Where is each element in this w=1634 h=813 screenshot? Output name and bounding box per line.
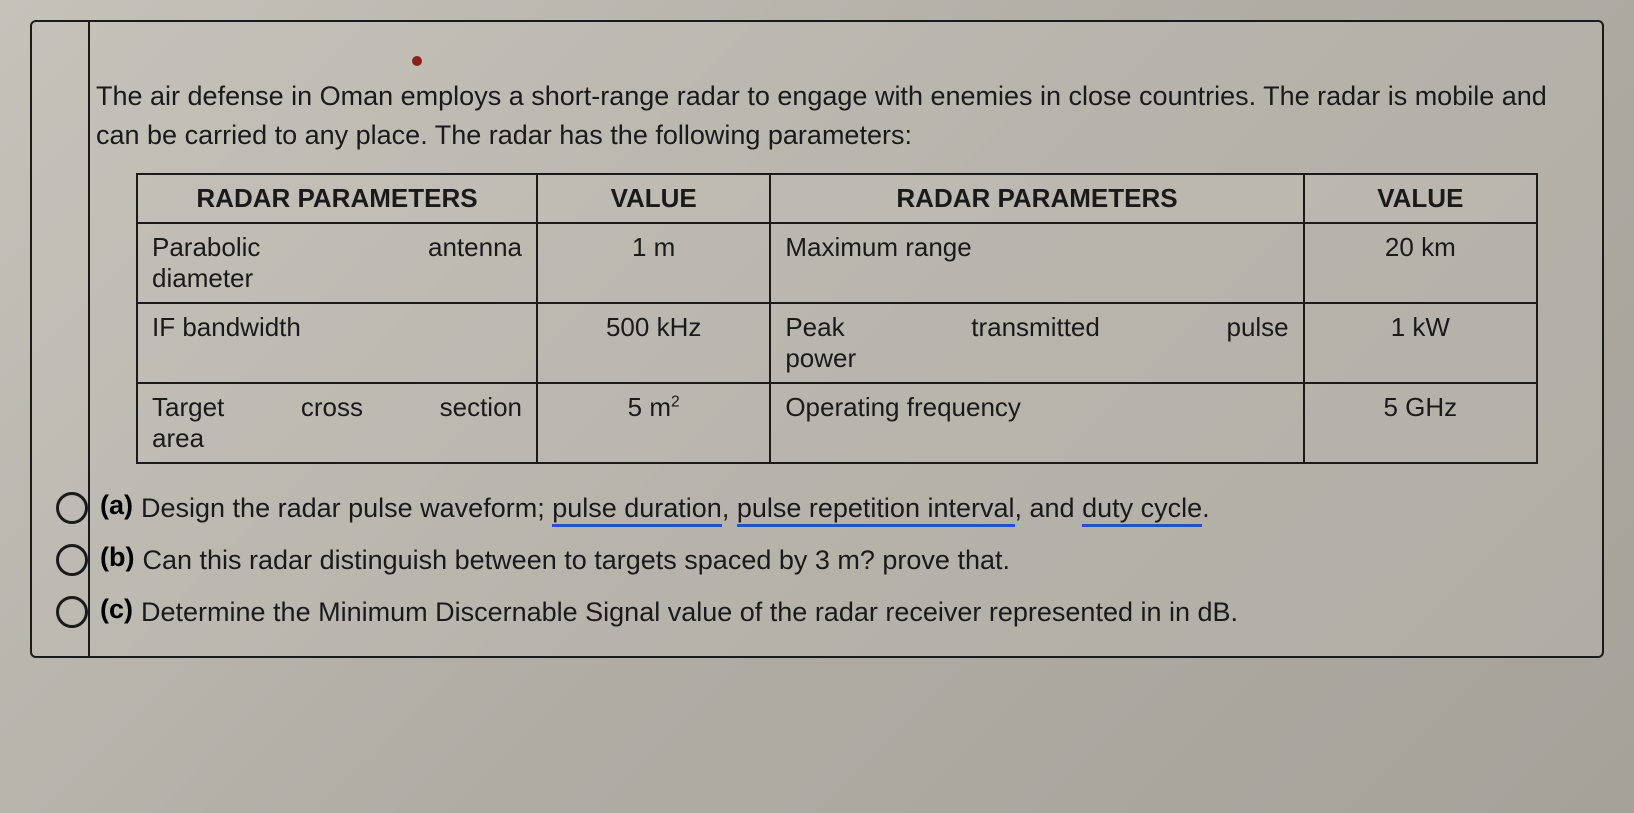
qa-suffix: .: [1202, 493, 1210, 523]
header-value-1: VALUE: [537, 174, 770, 223]
header-value-2: VALUE: [1304, 174, 1537, 223]
cell-param: Target cross section: [152, 392, 522, 423]
cell-param: IF bandwidth: [137, 303, 537, 383]
question-text: Design the radar pulse waveform; pulse d…: [141, 490, 1210, 528]
cell-param: Peak transmitted pulse: [785, 312, 1288, 343]
questions-list: (a) Design the radar pulse waveform; pul…: [56, 490, 1578, 631]
qa-underline-3: duty cycle: [1082, 493, 1202, 527]
qa-mid2: , and: [1015, 493, 1083, 523]
cell-param: Maximum range: [770, 223, 1303, 303]
cell-value: 5 GHz: [1304, 383, 1537, 463]
cell-value: 5 m2: [537, 383, 770, 463]
table-row: Parabolic antennadiameter 1 m Maximum ra…: [137, 223, 1537, 303]
cell-param: Parabolic antenna: [152, 232, 522, 263]
table-row: IF bandwidth 500 kHz Peak transmitted pu…: [137, 303, 1537, 383]
cell-value: 500 kHz: [537, 303, 770, 383]
table-row: Target cross sectionarea 5 m2 Operating …: [137, 383, 1537, 463]
table-header-row: RADAR PARAMETERS VALUE RADAR PARAMETERS …: [137, 174, 1537, 223]
question-text: Determine the Minimum Discernable Signal…: [141, 594, 1238, 632]
qa-prefix: Design the radar pulse waveform;: [141, 493, 552, 523]
bullet-circle-icon: [56, 492, 88, 524]
red-dot-mark: [412, 56, 422, 66]
scanned-page: The air defense in Oman employs a short-…: [0, 0, 1634, 813]
cell-param: Operating frequency: [770, 383, 1303, 463]
qa-mid1: ,: [722, 493, 737, 523]
question-b: (b) Can this radar distinguish between t…: [56, 542, 1578, 580]
margin-rule: [88, 22, 90, 656]
cell-value: 20 km: [1304, 223, 1537, 303]
header-params-1: RADAR PARAMETERS: [137, 174, 537, 223]
radar-parameters-table: RADAR PARAMETERS VALUE RADAR PARAMETERS …: [136, 173, 1538, 464]
header-params-2: RADAR PARAMETERS: [770, 174, 1303, 223]
cell-param-line2: area: [152, 423, 522, 454]
bullet-circle-icon: [56, 544, 88, 576]
question-frame: The air defense in Oman employs a short-…: [30, 20, 1604, 658]
cell-param-line2: power: [785, 343, 1288, 374]
intro-paragraph: The air defense in Oman employs a short-…: [96, 77, 1568, 155]
cell-param-line2: diameter: [152, 263, 522, 294]
bullet-circle-icon: [56, 596, 88, 628]
question-c: (c) Determine the Minimum Discernable Si…: [56, 594, 1578, 632]
question-label: (c): [100, 594, 133, 625]
cell-value: 1 m: [537, 223, 770, 303]
question-label: (b): [100, 542, 134, 573]
cell-value: 1 kW: [1304, 303, 1537, 383]
question-text: Can this radar distinguish between to ta…: [142, 542, 1010, 580]
question-a: (a) Design the radar pulse waveform; pul…: [56, 490, 1578, 528]
question-label: (a): [100, 490, 133, 521]
qa-underline-1: pulse duration: [552, 493, 722, 527]
qa-underline-2: pulse repetition interval: [737, 493, 1015, 527]
